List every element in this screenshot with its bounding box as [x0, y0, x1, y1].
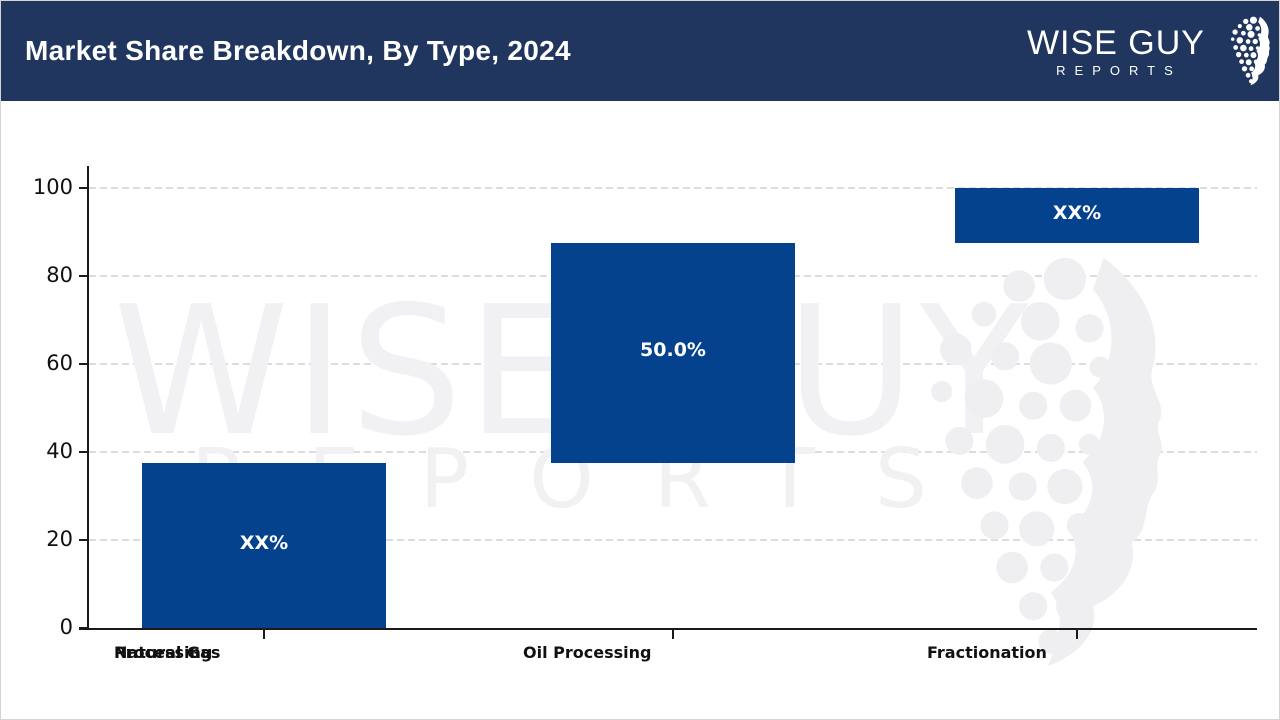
logo-text: WISE GUY REPORTS	[1027, 26, 1205, 77]
x-axis-line	[79, 628, 1257, 630]
bar	[551, 243, 795, 463]
x-tick-mark	[1076, 630, 1078, 639]
bar	[142, 463, 386, 628]
logo-subtitle: REPORTS	[1056, 62, 1182, 78]
y-tick-mark	[79, 363, 89, 365]
x-category-label-line: Processing	[114, 643, 213, 662]
y-tick-label: 20	[46, 527, 73, 551]
wise-guy-logo: WISE GUY REPORTS	[1027, 5, 1273, 97]
x-category-label-line: Natural Gas	[114, 643, 221, 662]
bar-value-label: XX%	[1052, 201, 1102, 224]
bar	[955, 188, 1199, 243]
y-tick-mark	[79, 539, 89, 541]
gridline	[89, 187, 1257, 189]
x-tick-mark	[263, 630, 265, 639]
y-tick-label: 0	[59, 615, 73, 639]
gridline	[89, 539, 1257, 541]
y-tick-label: 80	[46, 263, 73, 287]
y-tick-label: 100	[32, 175, 73, 199]
x-category-label-line: Fractionation	[927, 643, 1047, 662]
y-tick-mark	[79, 451, 89, 453]
bar-value-label: XX%	[239, 531, 289, 554]
x-tick-mark	[672, 630, 674, 639]
y-tick-label: 40	[46, 439, 73, 463]
chart-title: Market Share Breakdown, By Type, 2024	[25, 35, 571, 66]
y-tick-mark	[79, 187, 89, 189]
logo-wordmark: WISE GUY	[1026, 23, 1205, 62]
y-tick-label: 60	[46, 351, 73, 375]
header: Market Share Breakdown, By Type, 2024 WI…	[1, 1, 1279, 101]
y-axis-line	[87, 166, 89, 630]
x-category-label-line: Oil Processing	[523, 643, 652, 662]
y-tick-mark	[79, 275, 89, 277]
bar-value-label: 50.0%	[640, 339, 706, 361]
